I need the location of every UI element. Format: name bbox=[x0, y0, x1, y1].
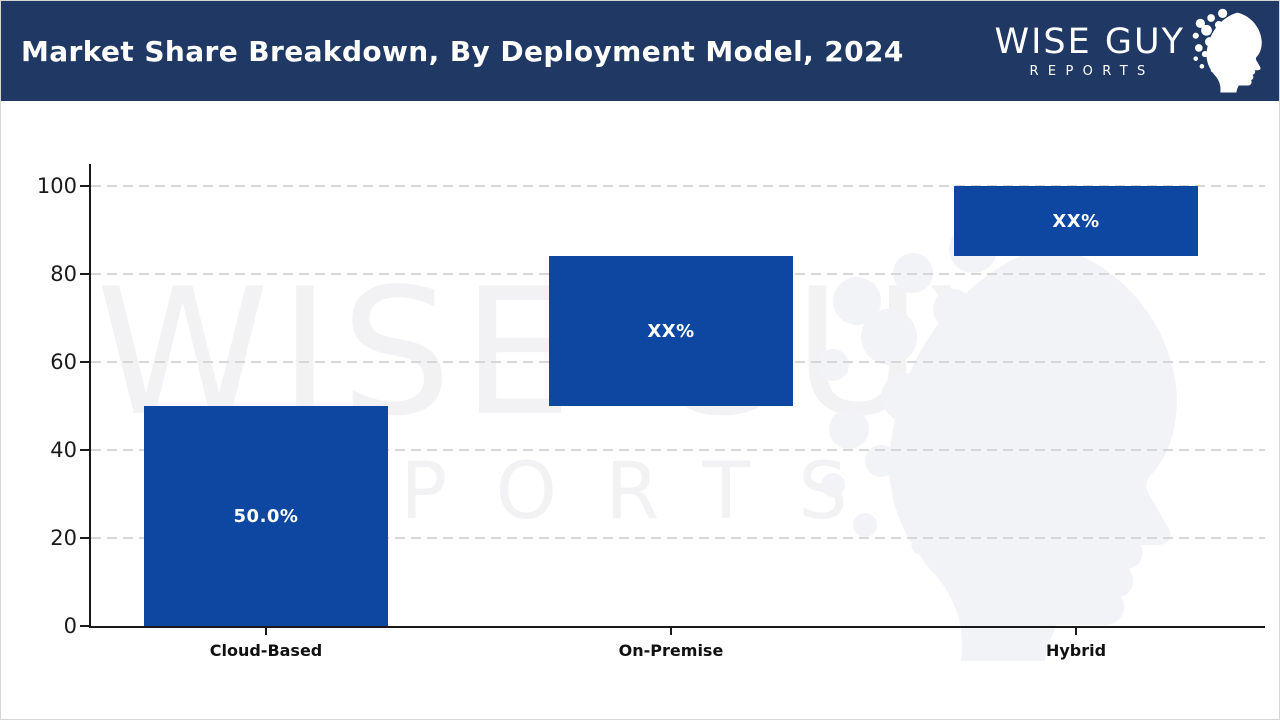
y-tick-mark bbox=[80, 361, 89, 363]
y-tick-mark bbox=[80, 273, 89, 275]
y-tick-mark bbox=[80, 625, 89, 627]
y-tick-label: 0 bbox=[63, 614, 77, 638]
gridline bbox=[91, 449, 1265, 451]
x-tick-mark bbox=[1075, 628, 1077, 635]
wise-guy-reports-logo: WISE GUY REPORTS bbox=[994, 8, 1279, 94]
bar-value-label: XX% bbox=[1052, 210, 1100, 232]
bar-on-premise: XX% bbox=[549, 256, 793, 406]
x-category-label: On-Premise bbox=[618, 641, 724, 660]
x-tick-mark bbox=[670, 628, 672, 635]
y-tick-mark bbox=[80, 537, 89, 539]
y-tick-label: 40 bbox=[50, 438, 77, 462]
y-tick-label: 80 bbox=[50, 262, 77, 286]
logo-brand-text: WISE GUY bbox=[994, 21, 1185, 62]
x-axis-spine bbox=[89, 626, 1265, 628]
header: Market Share Breakdown, By Deployment Mo… bbox=[1, 1, 1279, 101]
bar-hybrid: XX% bbox=[954, 186, 1198, 257]
y-axis-spine bbox=[89, 164, 91, 626]
bar-cloud-based: 50.0% bbox=[144, 406, 388, 626]
x-category-label: Cloud-Based bbox=[209, 641, 323, 660]
gridline bbox=[91, 185, 1265, 187]
x-category-label: Hybrid bbox=[1045, 641, 1107, 660]
y-tick-label: 20 bbox=[50, 526, 77, 550]
logo-sub-text: REPORTS bbox=[1029, 63, 1155, 79]
chart-title: Market Share Breakdown, By Deployment Mo… bbox=[21, 34, 904, 68]
bar-chart: WISE GUY REPORTS 50.0% XX% XX% 0 20 40 60 80 10… bbox=[1, 101, 1279, 719]
bar-value-label: XX% bbox=[647, 320, 695, 342]
y-tick-label: 100 bbox=[36, 174, 77, 198]
watermark-head-icon bbox=[817, 225, 1177, 661]
bar-value-label: 50.0% bbox=[233, 505, 299, 527]
y-tick-mark bbox=[80, 185, 89, 187]
logo-head-icon bbox=[1192, 8, 1262, 93]
y-tick-label: 60 bbox=[50, 350, 77, 374]
x-tick-mark bbox=[265, 628, 267, 635]
gridline bbox=[91, 537, 1265, 539]
y-tick-mark bbox=[80, 449, 89, 451]
